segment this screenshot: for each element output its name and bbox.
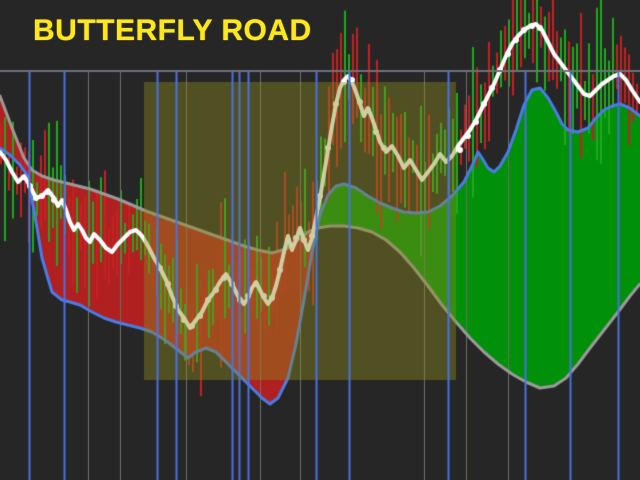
chart-title: BUTTERFLY ROAD <box>33 14 312 47</box>
